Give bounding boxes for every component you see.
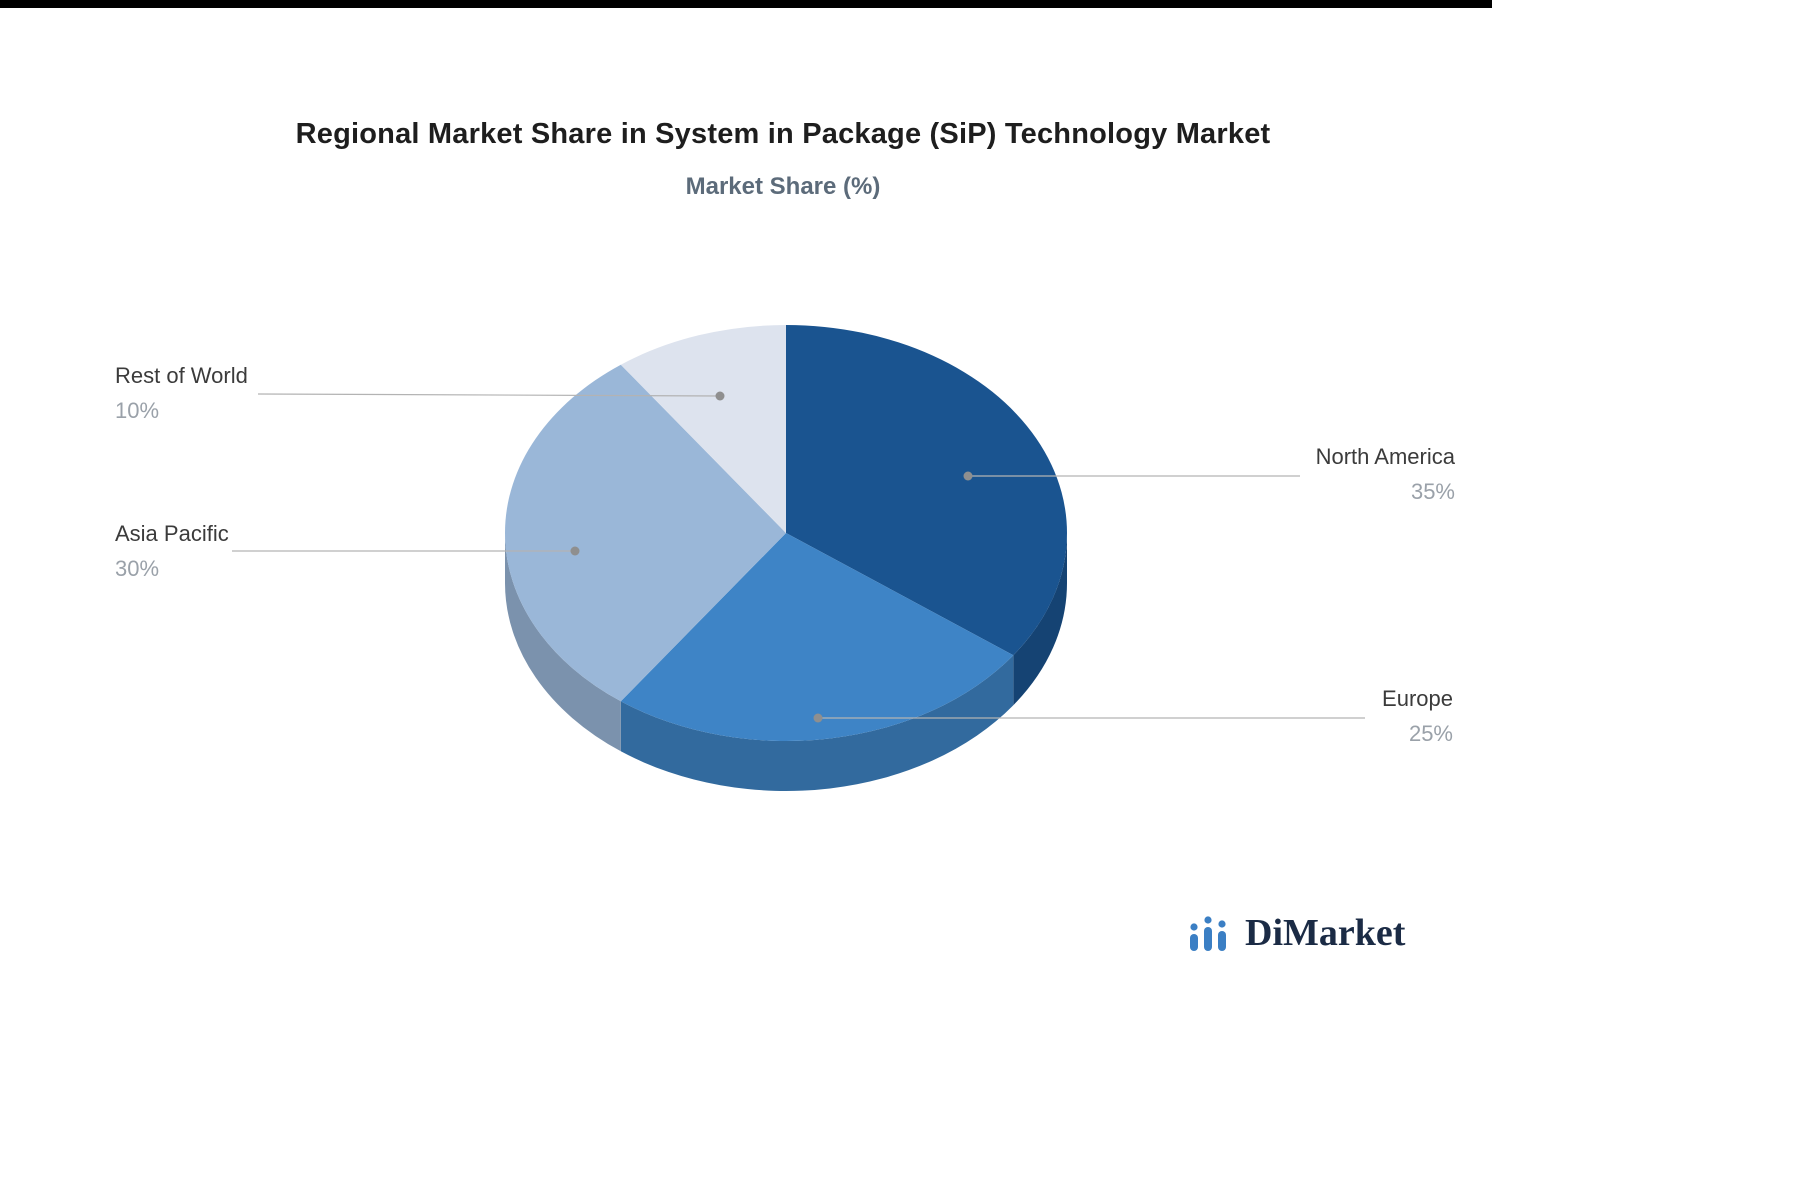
pie-label-asia-pacific-name: Asia Pacific: [115, 521, 229, 546]
pie-slice-europe[interactable]: [620, 533, 1014, 741]
dimarket-logo: DiMarket: [1185, 910, 1405, 956]
pie-label-north-america-name: North America: [1315, 444, 1455, 469]
pie-label-rest-of-world-name: Rest of World: [115, 363, 248, 388]
leader-dot-north-america: [963, 471, 973, 481]
pie-slice-north-america[interactable]: [786, 325, 1068, 656]
pie-slice-rest-of-world[interactable]: [620, 325, 786, 533]
leader-dot-europe: [813, 713, 823, 723]
bar-chart-icon: [1190, 916, 1226, 951]
pie-label-rest-of-world-value: 10%: [115, 398, 160, 423]
pie-label-rest-of-world: Rest of World 10%: [115, 365, 248, 422]
leader-line-rest-of-world: [257, 393, 721, 397]
pie-slice-side-north-america: [1013, 533, 1067, 706]
leader-dot-asia-pacific: [570, 546, 580, 556]
pie-label-asia-pacific-value: 30%: [115, 556, 160, 581]
chart-title: Regional Market Share in System in Packa…: [295, 118, 1271, 150]
leader-lines: [232, 391, 1365, 723]
leader-dot-rest-of-world: [715, 391, 725, 401]
pie-slice-side-europe: [620, 655, 1014, 791]
pie-label-europe: Europe 25%: [1382, 688, 1453, 745]
pie-label-asia-pacific: Asia Pacific 30%: [115, 523, 229, 580]
pie-label-europe-value: 25%: [1408, 721, 1453, 746]
pie-slice-asia-pacific[interactable]: [504, 364, 786, 702]
pie-label-north-america: North America 35%: [1316, 446, 1455, 503]
pie-label-europe-name: Europe: [1382, 686, 1453, 711]
pie-slice-side-asia-pacific: [505, 533, 621, 752]
pie-label-north-america-value: 35%: [1410, 479, 1455, 504]
top-border: [0, 0, 1492, 8]
chart-subtitle: Market Share (%): [685, 173, 881, 200]
pie-slices: [504, 325, 1068, 791]
dimarket-logo-text: DiMarket: [1245, 912, 1406, 954]
